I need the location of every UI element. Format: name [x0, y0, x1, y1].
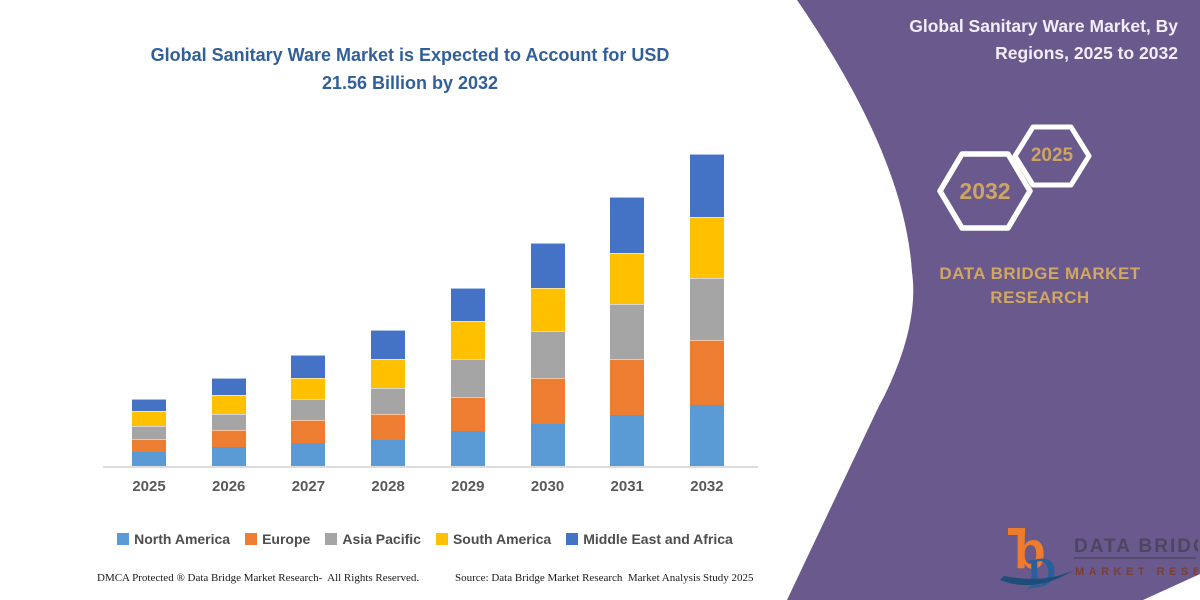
bar-segment-south-america: [132, 411, 166, 426]
bar-segment-europe: [291, 419, 326, 443]
bar-segment-north-america: [689, 405, 724, 466]
bar-segment-asia-pacific: [371, 387, 406, 414]
legend-label: South America: [452, 531, 552, 547]
bar-segment-north-america: [132, 451, 166, 466]
dmca-copyright-text: DMCA Protected ® Data Bridge Market Rese…: [97, 572, 420, 584]
bar-segment-south-america: [291, 377, 326, 400]
brand-wordmark: DATA BRIDGE MARKET RESEARCH: [939, 264, 1141, 307]
logo-line2-text: MARKET RESEARCH: [1075, 566, 1198, 578]
svg-text:b: b: [1014, 522, 1046, 580]
bar-segment-asia-pacific: [450, 358, 485, 397]
legend-swatch-icon: [245, 533, 258, 545]
logo-d-swoosh-icon: D: [1000, 548, 1074, 596]
bar-segment-middle-east-and-africa: [689, 154, 724, 218]
svg-text:D: D: [1021, 548, 1060, 596]
legend-swatch-icon: [117, 533, 130, 545]
x-axis-label-2028: 2028: [371, 478, 405, 495]
hexagon-outline-icon: [1012, 124, 1092, 188]
source-text: Source: Data Bridge Market Research Mark…: [455, 572, 754, 584]
legend-label: Asia Pacific: [342, 531, 421, 547]
bar-segment-europe: [211, 429, 246, 448]
logo-b-glyph-icon: b: [1008, 522, 1046, 580]
bar-segment-north-america: [371, 439, 406, 466]
legend-item-europe: Europe: [245, 531, 310, 547]
stacked-bar-2031: [610, 150, 645, 466]
x-axis-labels: 2025 2026 2027 2028 2029 2030 2031 2032: [124, 478, 732, 495]
bar-segment-middle-east-and-africa: [610, 196, 645, 254]
legend-label: Europe: [262, 531, 311, 547]
bar-segment-europe: [450, 396, 485, 432]
corner-notch: [1143, 574, 1200, 600]
data-bridge-logo: b D DATA BRIDGE MARKET RESEARCH: [1000, 522, 1198, 596]
hexagon-2032: 2032: [936, 150, 1034, 232]
hexagon-year-label: 2032: [959, 177, 1011, 204]
stacked-bar-2030: [530, 150, 565, 466]
bar-segment-north-america: [530, 424, 565, 466]
bar-segment-middle-east-and-africa: [450, 288, 485, 322]
bar-segment-asia-pacific: [530, 331, 565, 378]
x-axis-label-2025: 2025: [132, 478, 166, 495]
x-axis-label-2032: 2032: [690, 478, 724, 495]
stacked-bar-2025: [132, 150, 166, 466]
bar-segment-middle-east-and-africa: [211, 377, 246, 396]
stacked-bar-2027: [291, 150, 326, 466]
x-axis-label-2030: 2030: [530, 478, 565, 495]
chart-legend: North America Europe Asia Pacific South Ame…: [85, 531, 765, 547]
purple-panel-shape: [787, 0, 1200, 600]
x-axis-label-2027: 2027: [291, 478, 326, 495]
x-axis-line: [103, 466, 758, 468]
hexagon-outline-icon: [937, 151, 1033, 231]
chart-title-line-1: Global Sanitary Ware Market is Expected …: [150, 45, 670, 65]
bar-segment-europe: [371, 413, 406, 440]
logo-line1-text: DATA BRIDGE: [1074, 536, 1198, 557]
bar-segment-south-america: [610, 253, 645, 304]
bar-segment-asia-pacific: [610, 303, 645, 359]
bar-segment-north-america: [610, 415, 645, 466]
x-axis-label-2029: 2029: [451, 478, 485, 495]
bar-segment-europe: [530, 377, 565, 425]
chart-title-line-2: 21.56 Billion by 2032: [321, 72, 499, 93]
legend-swatch-icon: [325, 533, 338, 545]
bar-segment-middle-east-and-africa: [530, 243, 565, 289]
stacked-bar-2026: [211, 150, 246, 466]
stacked-bar-2029: [450, 150, 485, 466]
bar-segment-europe: [689, 340, 724, 406]
bar-segment-south-america: [450, 321, 485, 359]
bar-segment-asia-pacific: [689, 277, 724, 341]
legend-item-middle-east-and-africa: Middle East and Africa: [566, 531, 733, 547]
stacked-bar-2028: [371, 150, 406, 466]
bar-segment-north-america: [211, 447, 246, 466]
bar-segment-north-america: [450, 431, 485, 466]
bar-segment-asia-pacific: [291, 399, 326, 420]
bar-segment-middle-east-and-africa: [371, 329, 406, 359]
bar-segment-south-america: [689, 217, 724, 278]
bar-segment-europe: [610, 358, 645, 416]
chart-title: Global Sanitary Ware Market is Expected …: [100, 42, 720, 98]
hexagon-year-label: 2025: [1030, 145, 1074, 166]
bar-plot-area: [132, 150, 724, 466]
bar-segment-asia-pacific: [132, 425, 166, 439]
bar-segment-middle-east-and-africa: [132, 399, 166, 412]
hexagon-2025: 2025: [1012, 124, 1092, 188]
bar-segment-south-america: [371, 358, 406, 388]
bar-segment-south-america: [530, 288, 565, 332]
legend-swatch-icon: [566, 533, 579, 545]
x-axis-label-2026: 2026: [212, 478, 246, 495]
stacked-bar-2032: [689, 150, 724, 466]
x-axis-label-2031: 2031: [610, 478, 644, 495]
legend-label: North America: [134, 531, 231, 547]
bar-segment-south-america: [211, 395, 246, 414]
legend-item-south-america: South America: [435, 531, 552, 547]
bar-segment-asia-pacific: [211, 413, 246, 430]
legend-label: Middle East and Africa: [583, 531, 733, 547]
legend-item-north-america: North America: [117, 531, 230, 547]
bar-segment-north-america: [291, 442, 326, 466]
panel-heading: Global Sanitary Ware Market, By Regions,…: [909, 16, 1178, 64]
legend-swatch-icon: [435, 533, 448, 545]
bar-segment-europe: [132, 438, 166, 452]
bar-segment-middle-east-and-africa: [291, 354, 326, 378]
legend-item-asia-pacific: Asia Pacific: [325, 531, 421, 547]
